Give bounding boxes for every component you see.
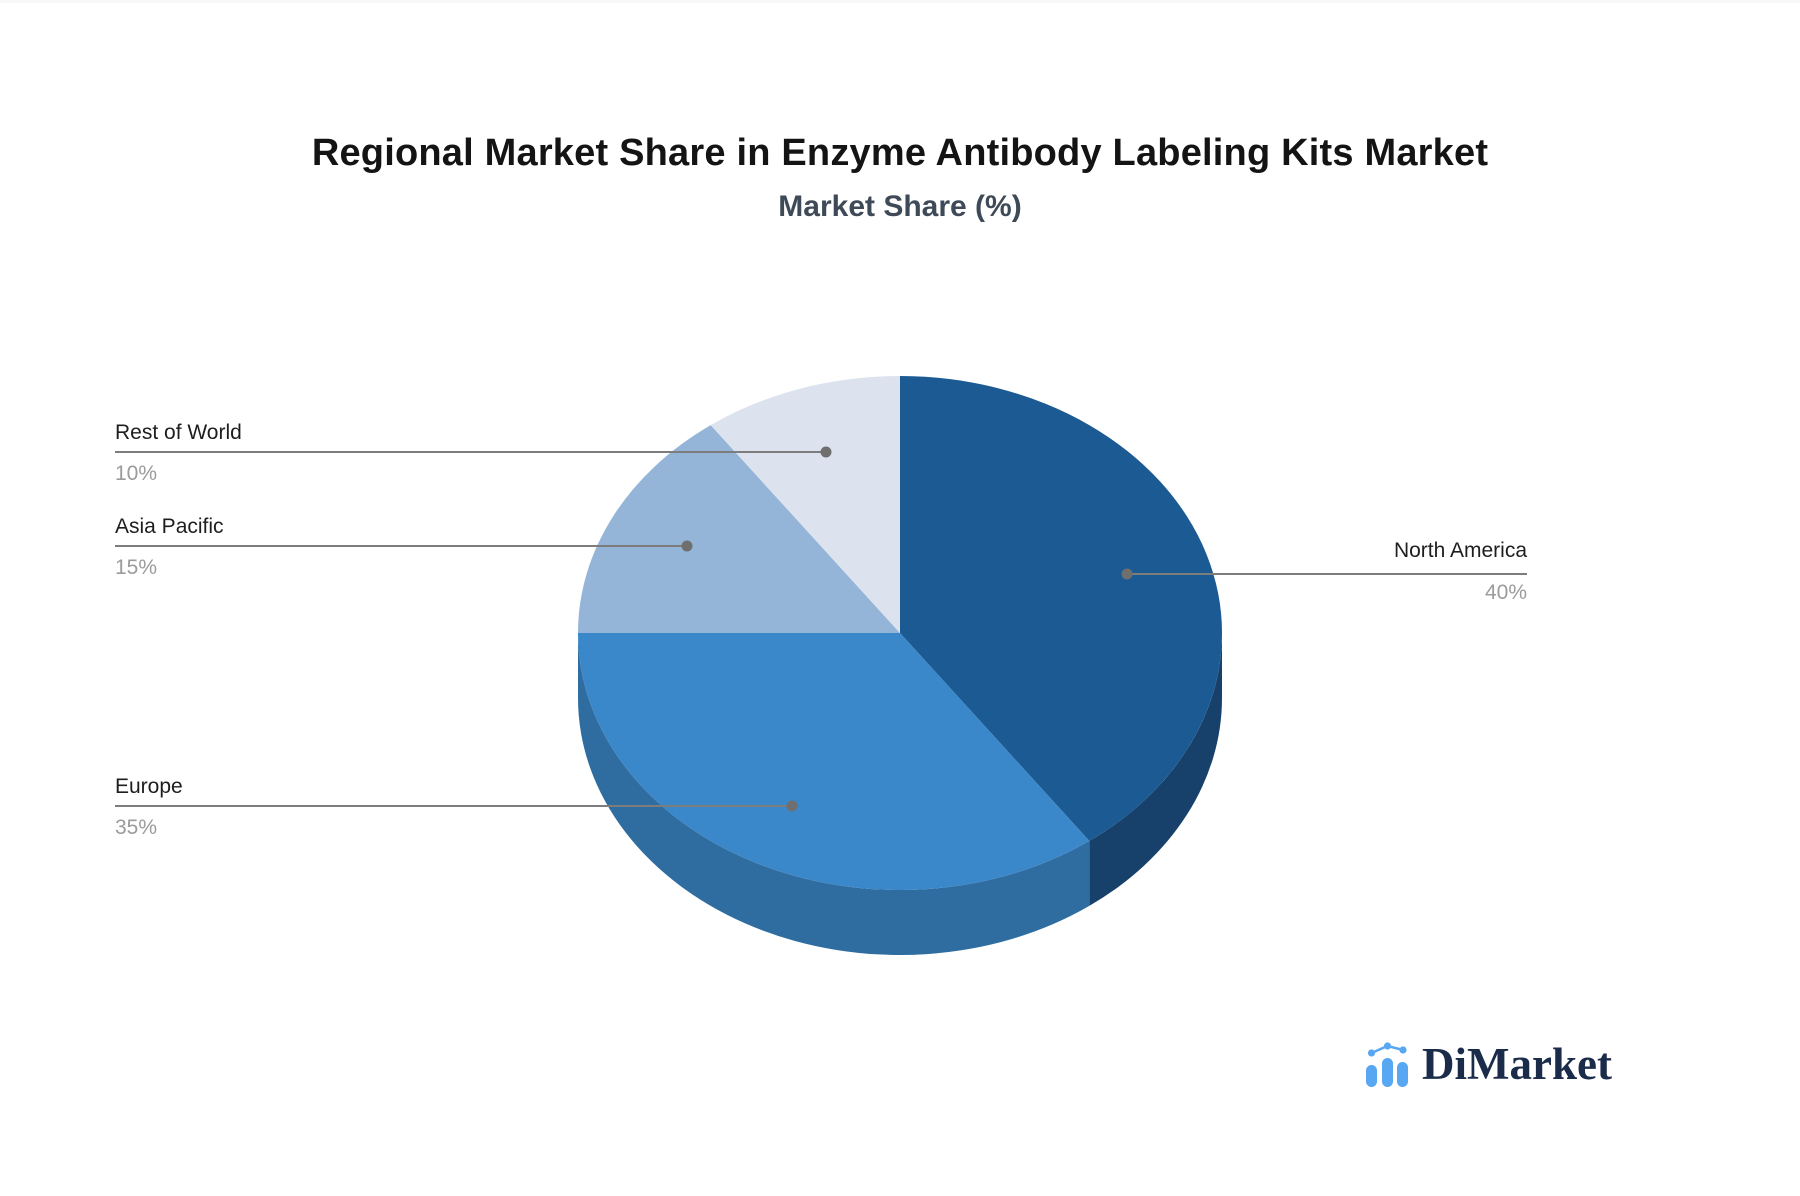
leader-dot-north-america	[1121, 568, 1133, 580]
leader-dot-rest-of-world	[820, 446, 832, 458]
label-asia-pacific: Asia Pacific	[115, 515, 224, 538]
chart-subtitle: Market Share (%)	[778, 190, 1022, 223]
pie-slice-europe[interactable]	[578, 633, 1090, 891]
pie-side-north-america	[1089, 633, 1222, 906]
leader-dot-asia-pacific	[681, 540, 693, 552]
label-north-america: North America	[1393, 539, 1527, 562]
bar-chart-logo-icon	[1366, 1042, 1408, 1087]
brand-logo: DiMarket	[1362, 1040, 1612, 1088]
value-north-america: 40%	[1484, 581, 1527, 604]
pie-side-europe	[578, 633, 1090, 956]
value-asia-pacific: 15%	[115, 556, 158, 579]
value-rest-of-world: 10%	[115, 462, 158, 485]
leader-dot-europe	[786, 800, 798, 812]
pie-slice-rest-of-world[interactable]	[710, 376, 900, 633]
pie-slice-asia-pacific[interactable]	[578, 425, 900, 633]
label-europe: Europe	[115, 775, 183, 798]
pie-slice-north-america[interactable]	[900, 376, 1223, 841]
brand-logo-text: DiMarket	[1422, 1039, 1612, 1089]
label-rest-of-world: Rest of World	[115, 421, 242, 444]
chart-title: Regional Market Share in Enzyme Antibody…	[311, 132, 1489, 174]
value-europe: 35%	[115, 816, 158, 839]
top-border	[0, 0, 1800, 3]
